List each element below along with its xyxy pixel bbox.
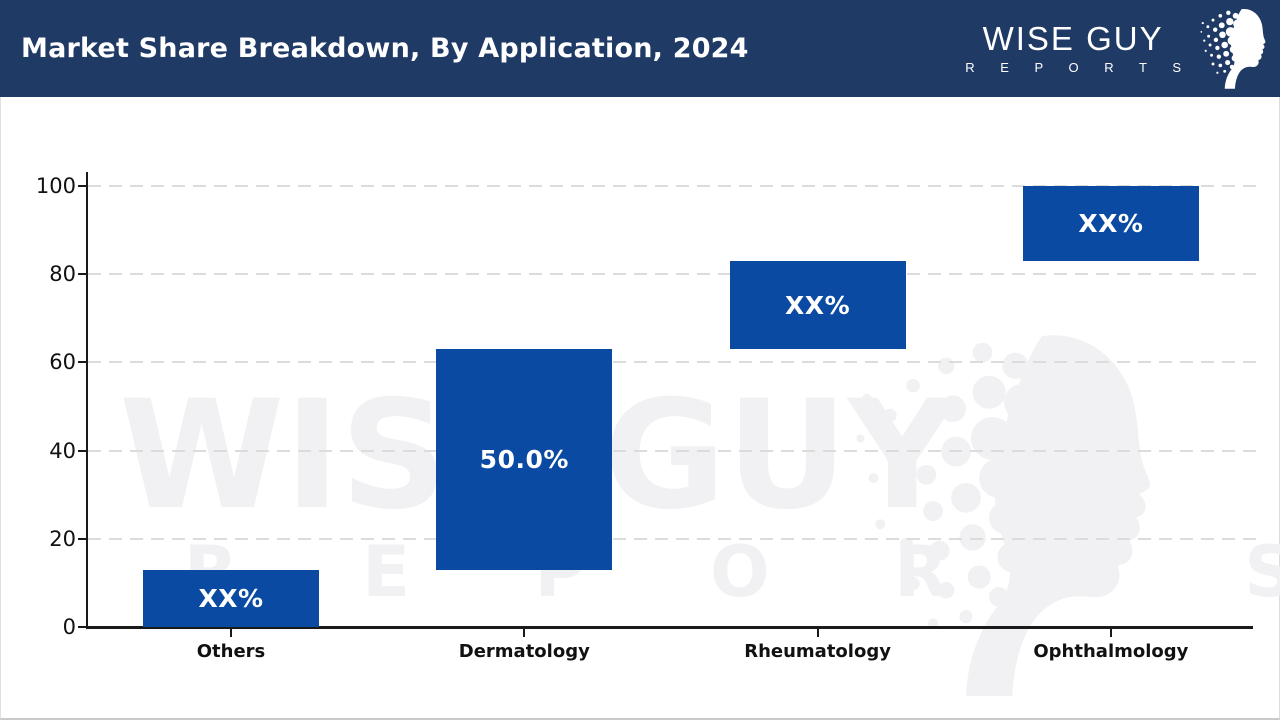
x-axis-line — [86, 626, 1253, 629]
y-axis-tick — [78, 626, 88, 628]
x-category-label: Dermatology — [458, 641, 590, 662]
brand-logo: WISE GUY R E P O R T S — [954, 7, 1270, 91]
gridline-40 — [88, 449, 1259, 452]
y-axis-tick — [78, 537, 88, 540]
x-category-label: Others — [196, 641, 266, 662]
y-tick-label: 0 — [62, 615, 76, 639]
wiseguy-head-icon — [1200, 8, 1266, 89]
brand-logo-text: WISE GUY R E P O R T S — [954, 22, 1192, 75]
gridline-100 — [88, 185, 1259, 187]
gridline-60 — [88, 361, 1259, 364]
y-tick-label: 20 — [49, 526, 76, 551]
bar-value-label: XX% — [785, 290, 851, 320]
x-category-label: Ophthalmology — [1033, 641, 1189, 662]
brand-name: WISE GUY — [982, 20, 1164, 57]
brand-subtitle: R E P O R T S — [965, 60, 1192, 75]
x-axis-tick — [523, 628, 526, 637]
gridline-20 — [88, 537, 1259, 540]
y-tick-label: 40 — [49, 438, 76, 463]
y-axis-tick — [78, 361, 88, 364]
bar-others: XX% — [143, 569, 319, 627]
y-tick-label: 100 — [35, 174, 76, 198]
bar-value-label: XX% — [198, 583, 264, 613]
x-category-label: Rheumatology — [744, 641, 891, 662]
gridline-80 — [88, 273, 1259, 276]
x-axis-tick — [816, 628, 819, 637]
bar-rheumatology: XX% — [729, 260, 906, 350]
y-axis-tick — [78, 185, 88, 187]
bar-ophthalmology: XX% — [1022, 186, 1199, 261]
y-axis-line — [86, 172, 88, 627]
bar-value-label: XX% — [1078, 208, 1144, 238]
y-tick-label: 60 — [49, 350, 76, 375]
y-axis-tick — [78, 273, 88, 276]
y-tick-label: 80 — [49, 262, 76, 287]
x-axis-tick — [1109, 628, 1112, 637]
header-bar: Market Share Breakdown, By Application, … — [0, 0, 1280, 97]
page-title: Market Share Breakdown, By Application, … — [21, 33, 749, 64]
bar-dermatology: 50.0% — [436, 349, 613, 570]
x-axis-tick — [230, 628, 232, 637]
bar-value-label: 50.0% — [479, 444, 569, 474]
y-axis-tick — [78, 449, 88, 452]
